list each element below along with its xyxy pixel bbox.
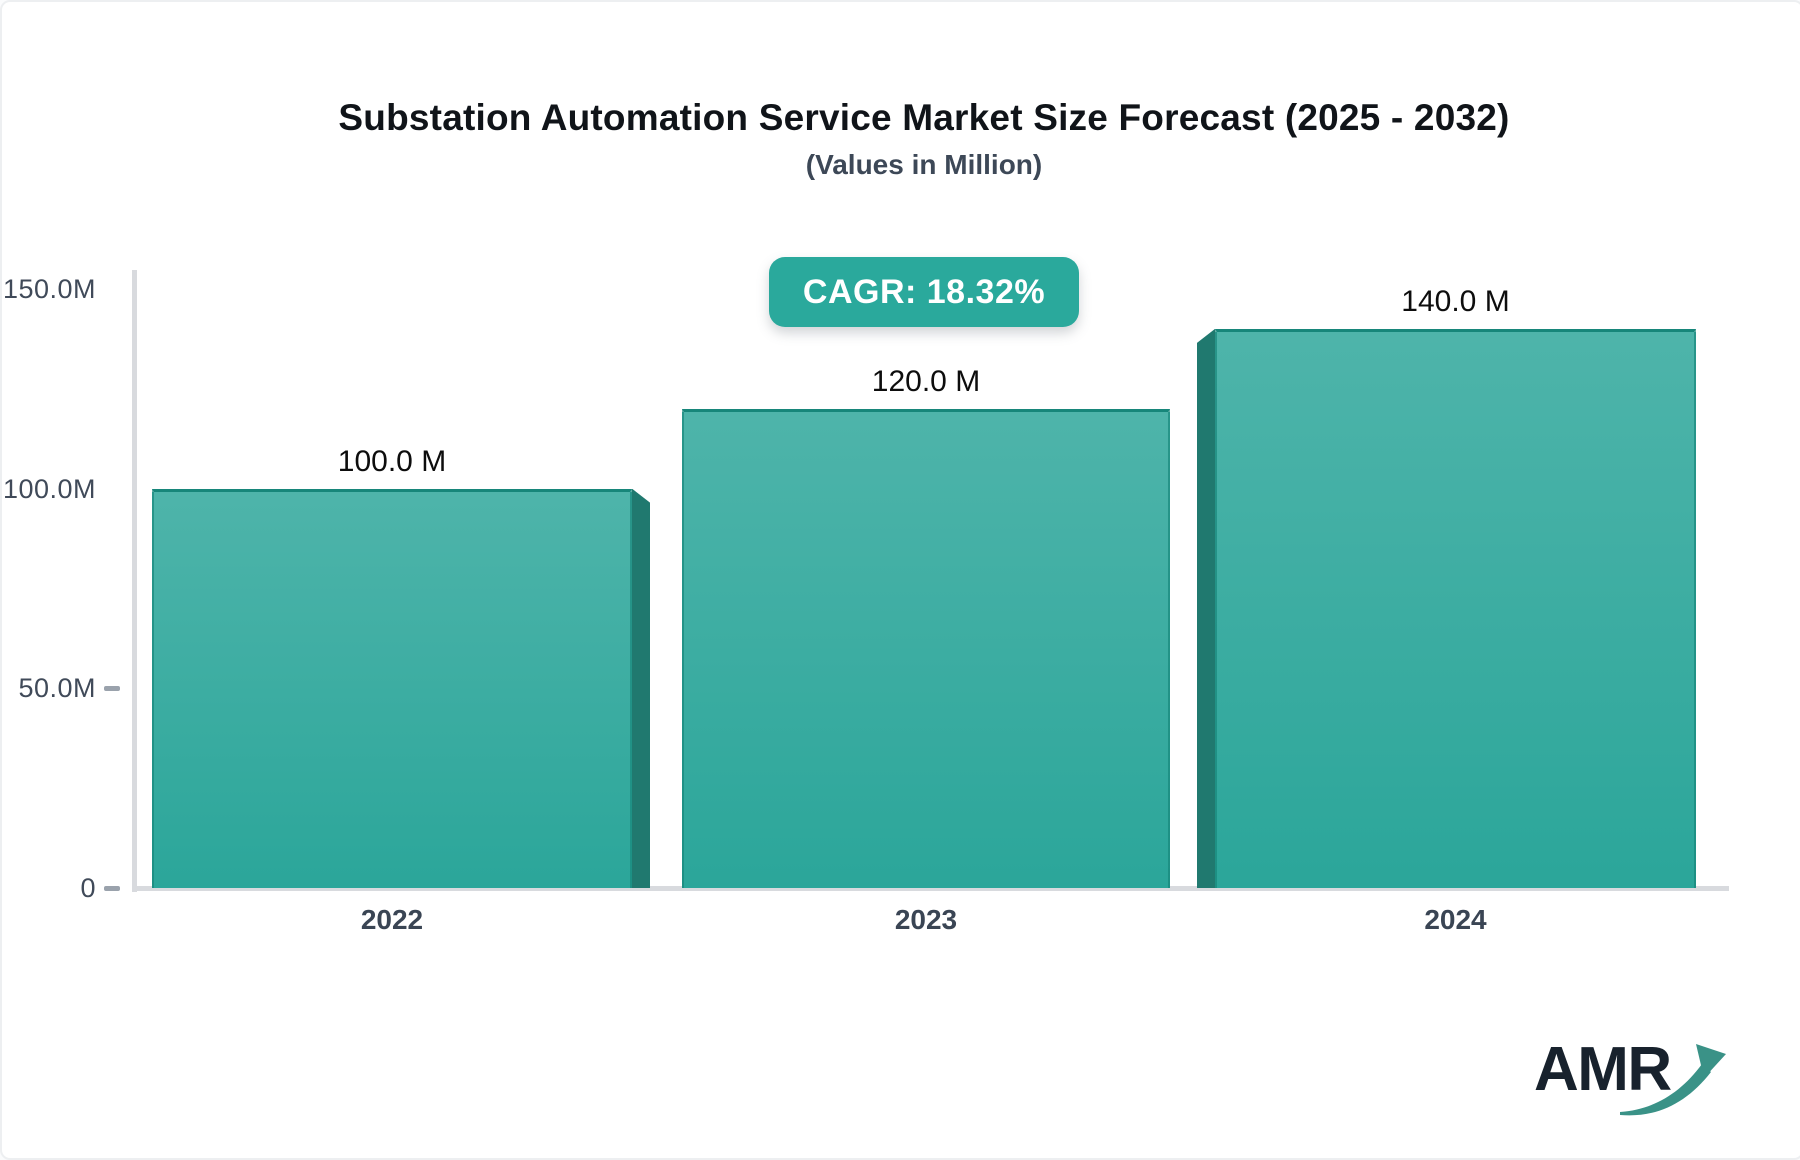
- bar: [152, 488, 632, 888]
- bar-value-label: 100.0 M: [337, 444, 447, 478]
- bar-value-label: 140.0 M: [1401, 284, 1510, 318]
- bar-side-face: [632, 488, 650, 888]
- x-axis-line: [132, 886, 1729, 891]
- chart-subtitle: (Values in Million): [805, 149, 1043, 180]
- bar: [1215, 328, 1696, 888]
- bar-side-face: [1197, 328, 1215, 888]
- x-tick-label: 2024: [1424, 904, 1487, 935]
- page-title: Substation Automation Service Market Siz…: [338, 97, 1510, 138]
- y-tick-label: 150.0M: [2, 274, 96, 304]
- bar: [682, 408, 1170, 888]
- amr-logo: AMR: [1522, 1030, 1752, 1130]
- y-tick-label: 50.0M: [18, 673, 96, 704]
- cagr-badge-row: CAGR: 18.32%: [132, 257, 1716, 327]
- y-tick-label: 0: [80, 873, 96, 903]
- y-tick-dash: [104, 886, 120, 891]
- cagr-badge: CAGR: 18.32%: [768, 257, 1080, 327]
- bar-value-label: 120.0 M: [871, 364, 981, 398]
- y-tick-dash: [104, 686, 120, 692]
- x-tick-label: 2023: [894, 904, 958, 935]
- x-tick-label: 2022: [360, 904, 424, 935]
- y-tick-label: 100.0M: [2, 473, 96, 504]
- amr-logo-text: AMR: [1534, 1035, 1672, 1104]
- trend-arrow-icon: [1620, 1044, 1726, 1116]
- y-axis-line: [132, 270, 137, 892]
